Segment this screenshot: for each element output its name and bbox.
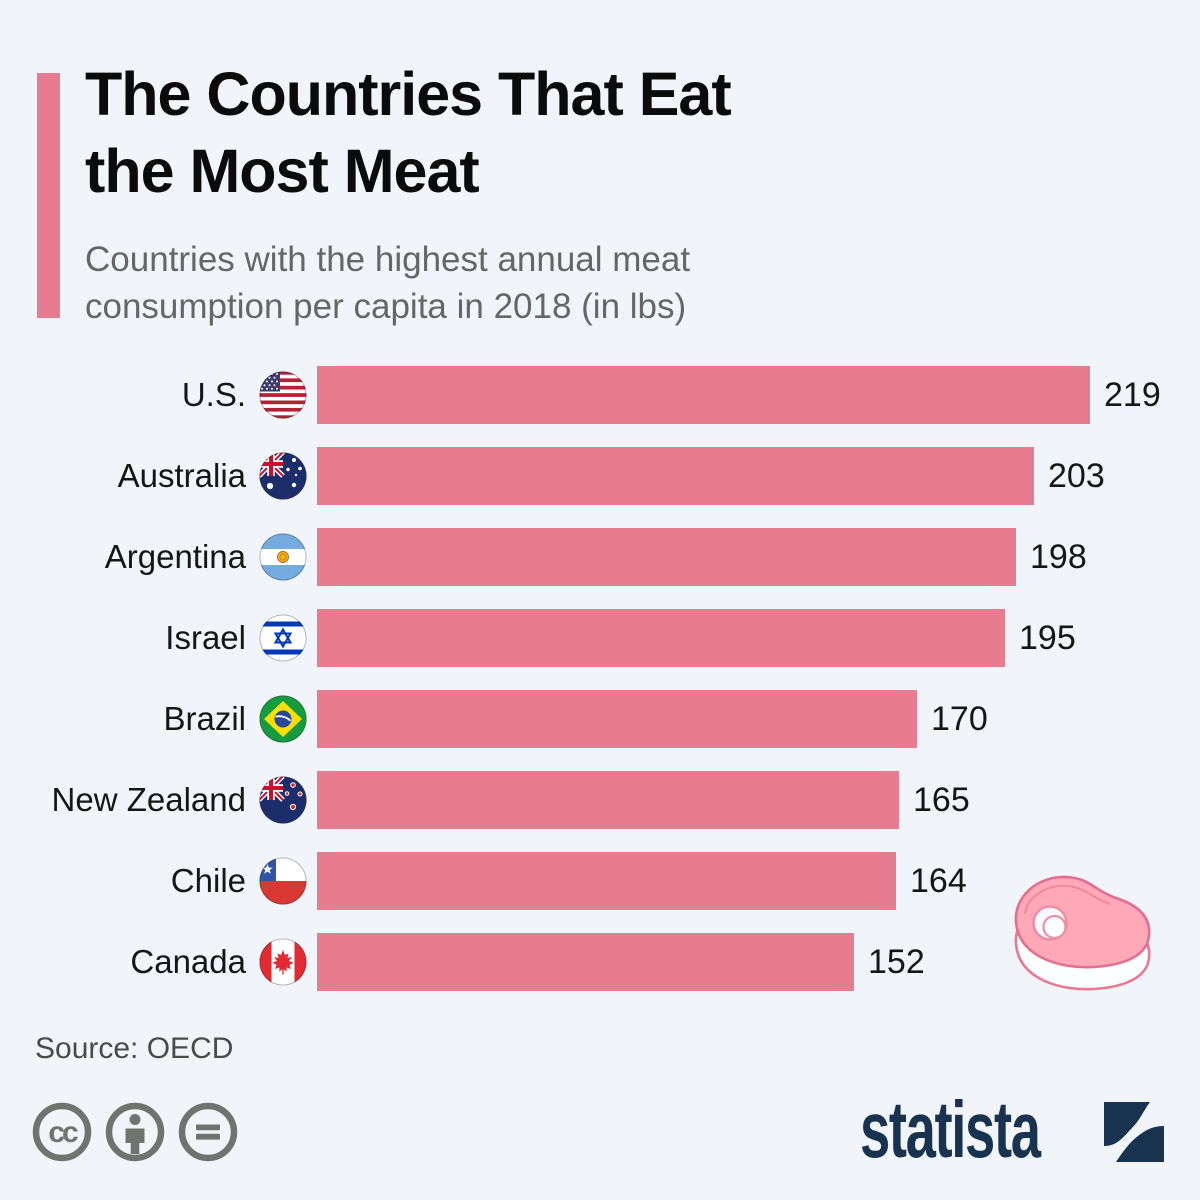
chile-flag-icon [259, 857, 307, 905]
bar-row: U.S. [0, 366, 1200, 424]
value-label: 152 [868, 942, 925, 981]
value-label: 219 [1104, 375, 1161, 414]
title-accent-bar [37, 73, 60, 318]
israel-flag-icon [259, 614, 307, 662]
bar-row: Brazil 170 [0, 690, 1200, 748]
bar [317, 528, 1016, 586]
country-label: U.S. [181, 376, 246, 413]
country-label: Australia [117, 457, 246, 494]
statista-logo[interactable]: statista [860, 1085, 1165, 1174]
value-label: 165 [913, 780, 970, 819]
bar [317, 771, 899, 829]
brazil-flag-icon [259, 695, 307, 743]
value-label: 195 [1019, 618, 1076, 657]
bar [317, 447, 1034, 505]
value-label: 203 [1048, 456, 1105, 495]
steak-illustration-icon [1014, 875, 1151, 991]
attribution-icon[interactable] [103, 1100, 167, 1164]
argentina-flag-icon [259, 533, 307, 581]
bar [317, 852, 896, 910]
bar-chart: U.S. [0, 366, 1200, 1014]
country-label: Canada [130, 943, 246, 980]
new-zealand-flag-icon [259, 776, 307, 824]
country-label: Brazil [163, 700, 246, 737]
country-label: Argentina [104, 538, 246, 575]
value-label: 170 [931, 699, 988, 738]
bar-row: Australia [0, 447, 1200, 505]
statista-wordmark: statista [860, 1085, 1041, 1174]
country-label: Chile [170, 862, 246, 899]
value-label: 198 [1030, 537, 1087, 576]
source-text: Source: OECD [35, 1032, 234, 1065]
country-label: New Zealand [51, 781, 246, 818]
bar [317, 690, 917, 748]
bar-row: New Zealand [0, 771, 1200, 829]
creative-commons-icon[interactable]: cc [30, 1100, 94, 1164]
title-line-1: The Countries That Eat [85, 60, 732, 128]
license-icons: cc [30, 1100, 240, 1164]
page-title: The Countries That Eat the Most Meat [85, 56, 732, 210]
page-subtitle: Countries with the highest annual meat c… [85, 240, 691, 326]
australia-flag-icon [259, 452, 307, 500]
bar-row: Chile 164 [0, 852, 1200, 910]
us-flag-icon [259, 371, 307, 419]
country-label: Israel [165, 619, 246, 656]
bar-row: Canada 152 [0, 933, 1200, 991]
bar [317, 609, 1005, 667]
svg-text:cc: cc [48, 1116, 78, 1149]
canada-flag-icon [259, 938, 307, 986]
title-line-2: the Most Meat [85, 137, 480, 205]
bar [317, 366, 1090, 424]
no-derivatives-icon[interactable] [176, 1100, 240, 1164]
bar [317, 933, 854, 991]
statista-logo-mark-icon [1104, 1102, 1164, 1162]
bar-row: Israel 195 [0, 609, 1200, 667]
value-label: 164 [910, 861, 967, 900]
bar-row: Argentina 198 [0, 528, 1200, 586]
